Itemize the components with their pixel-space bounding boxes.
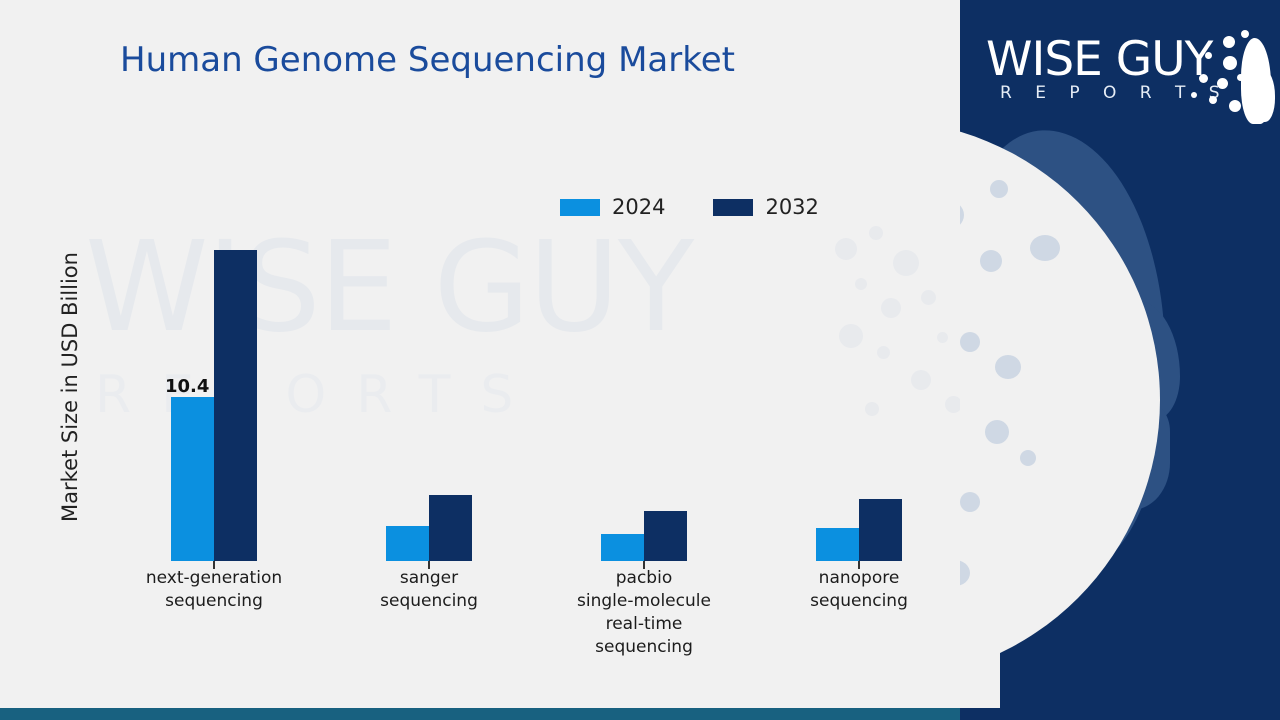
category-label-line: nanopore [818, 568, 900, 588]
category-label-line: sequencing [380, 591, 478, 611]
bar-2032-group-2[interactable] [429, 495, 472, 561]
category-label-line: real-time [605, 614, 683, 634]
legend-label-2032: 2032 [765, 195, 819, 219]
bar-2024-group-2[interactable] [386, 526, 429, 561]
circle-dot-pattern [960, 120, 1160, 680]
y-axis-label: Market Size in USD Billion [58, 252, 82, 522]
bar-2024-group-1[interactable] [171, 397, 214, 561]
bar-value-label: 10.4 [165, 376, 210, 397]
bottom-navy-bar [960, 708, 1280, 720]
brand-logo: WISE GUY R E P O R T S [978, 28, 1275, 128]
brand-logo-reports-text: R E P O R T S [1000, 83, 1229, 103]
category-label-3: pacbio single-molecule real-time sequencing [554, 567, 734, 659]
legend-item-2024[interactable]: 2024 [560, 195, 665, 219]
panel-bottom-fill [960, 600, 1000, 720]
category-label-line: pacbio [615, 568, 673, 588]
bar-2032-group-3[interactable] [644, 511, 687, 561]
axis-tick [428, 561, 430, 569]
category-label-1: next-generation sequencing [124, 567, 304, 613]
bar-2024-group-3[interactable] [601, 534, 644, 561]
legend-item-2032[interactable]: 2032 [713, 195, 819, 219]
brand-face-icon [1183, 30, 1275, 128]
category-label-line: sequencing [165, 591, 263, 611]
bar-chart: Human Genome Sequencing Market Market Si… [58, 40, 949, 659]
page-title: Human Genome Sequencing Market [120, 40, 735, 80]
legend-swatch-2032 [713, 198, 754, 216]
chart-legend: 2024 2032 [560, 195, 819, 219]
bar-2024-group-4[interactable] [816, 528, 859, 561]
category-label-line: sequencing [595, 637, 693, 657]
axis-tick [643, 561, 645, 569]
category-label-line: sequencing [810, 591, 908, 611]
axis-tick [858, 561, 860, 569]
legend-label-2024: 2024 [612, 195, 666, 219]
category-label-2: sanger sequencing [339, 567, 519, 613]
bar-2032-group-1[interactable] [214, 250, 257, 561]
bottom-accent-bar [0, 708, 960, 720]
category-label-line: sanger [399, 568, 459, 588]
brand-logo-wise-text: WISE GUY [986, 32, 1213, 87]
category-label-line: next-generation [145, 568, 283, 588]
category-label-4: nanopore sequencing [769, 567, 949, 613]
axis-tick [213, 561, 215, 569]
legend-swatch-2024 [560, 198, 600, 216]
bar-2032-group-4[interactable] [859, 499, 902, 561]
brand-panel: WISE GUY R E P O R T S [960, 0, 1280, 720]
category-label-line: single-molecule [577, 591, 711, 611]
